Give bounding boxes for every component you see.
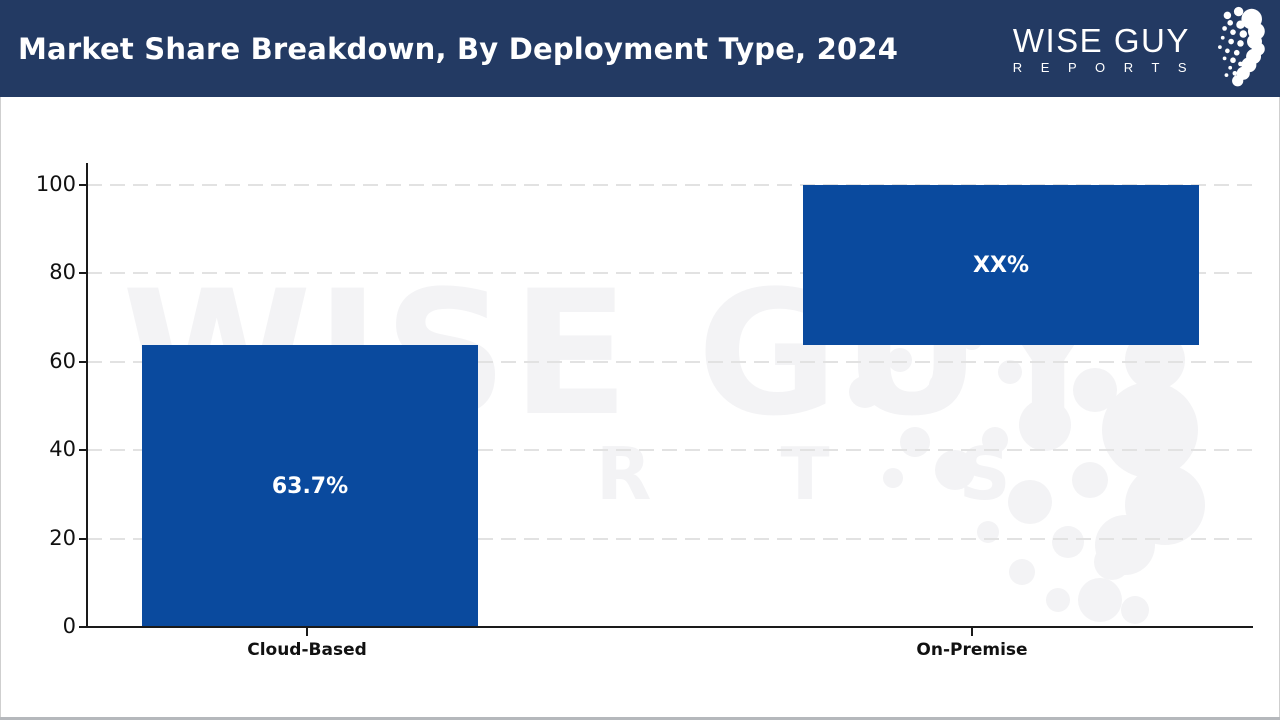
y-tick-label-80: 80 — [49, 260, 76, 285]
logo-subtitle: R E P O R T S — [1012, 59, 1194, 75]
gridline-40 — [87, 449, 1253, 452]
header-banner: Market Share Breakdown, By Deployment Ty… — [0, 0, 1280, 97]
y-tick-mark-0 — [79, 626, 86, 628]
gridline-60 — [87, 360, 1253, 363]
y-tick-label-0: 0 — [62, 614, 76, 638]
page-title: Market Share Breakdown, By Deployment Ty… — [18, 31, 899, 66]
x-tick-mark-2 — [971, 628, 973, 636]
y-tick-mark-40 — [79, 449, 86, 452]
page-border-left — [0, 97, 1, 720]
wise-guy-reports-logo: WISE GUY R E P O R T S — [1009, 6, 1268, 92]
gridline-80 — [87, 272, 1253, 275]
y-tick-label-100: 100 — [35, 172, 76, 196]
y-axis-line — [86, 163, 88, 628]
gridline-20 — [87, 537, 1253, 540]
x-tick-mark-1 — [306, 628, 308, 636]
logo-wordmark: WISE GUY — [1012, 21, 1190, 59]
dotted-face-icon — [1218, 6, 1265, 86]
category-label-2: On-Premise — [916, 640, 1028, 660]
y-tick-mark-20 — [79, 537, 86, 540]
y-tick-mark-100 — [79, 184, 86, 186]
bar-cloud-based: 63.7% — [142, 345, 478, 627]
bar-value-label: XX% — [973, 252, 1029, 278]
y-tick-label-20: 20 — [49, 525, 76, 550]
gridline-100 — [87, 184, 1253, 186]
logo-text: WISE GUY R E P O R T S — [1009, 24, 1194, 74]
y-tick-label-40: 40 — [49, 437, 76, 462]
y-tick-mark-80 — [79, 272, 86, 275]
y-tick-label-60: 60 — [49, 348, 76, 373]
x-axis-line — [86, 626, 1253, 628]
bar-on-premise: XX% — [803, 185, 1199, 346]
category-label-1: Cloud-Based — [247, 640, 367, 660]
y-tick-mark-60 — [79, 360, 86, 363]
bar-value-label: 63.7% — [271, 473, 349, 499]
